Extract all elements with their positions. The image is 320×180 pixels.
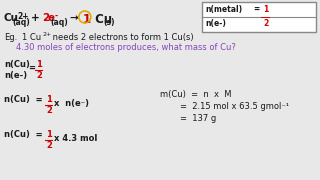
Text: n(Cu)  =: n(Cu) =: [4, 95, 43, 104]
Text: m(Cu)  =  n  x  M: m(Cu) = n x M: [160, 90, 231, 99]
Text: 1: 1: [36, 60, 42, 69]
Text: 2: 2: [46, 141, 52, 150]
Text: +: +: [31, 13, 40, 23]
Text: 2: 2: [263, 19, 269, 28]
Text: 2: 2: [36, 71, 42, 80]
Text: 1 Cu: 1 Cu: [22, 33, 41, 42]
Text: 1: 1: [263, 5, 269, 14]
Text: 2+: 2+: [43, 31, 52, 37]
Text: n(Cu)  =: n(Cu) =: [4, 130, 43, 139]
Text: =: =: [253, 5, 260, 14]
Text: n(metal): n(metal): [205, 5, 243, 14]
Text: =  2.15 mol x 63.5 gmol⁻¹: = 2.15 mol x 63.5 gmol⁻¹: [180, 102, 289, 111]
Text: =  137 g: = 137 g: [180, 114, 216, 123]
Text: 2: 2: [46, 106, 52, 115]
Text: 2+: 2+: [17, 12, 28, 21]
Text: 1: 1: [46, 95, 52, 104]
Text: 1: 1: [83, 13, 91, 26]
Text: x 4.3 mol: x 4.3 mol: [54, 134, 97, 143]
Text: (aq): (aq): [12, 18, 30, 27]
FancyBboxPatch shape: [202, 2, 316, 32]
Text: 1: 1: [46, 130, 52, 139]
Text: x  n(e⁻): x n(e⁻): [54, 99, 89, 108]
Text: n(e-): n(e-): [205, 19, 227, 28]
Text: -: -: [55, 12, 58, 21]
Text: Cu: Cu: [4, 13, 19, 23]
Text: →: →: [70, 13, 79, 23]
Text: 2: 2: [42, 13, 49, 23]
Text: 4.30 moles of electrons produces, what mass of Cu?: 4.30 moles of electrons produces, what m…: [16, 43, 236, 52]
Text: e: e: [48, 13, 55, 23]
Text: Cu: Cu: [91, 13, 112, 26]
Text: n(e-): n(e-): [4, 71, 27, 80]
Text: needs 2 electrons to form 1 Cu(s): needs 2 electrons to form 1 Cu(s): [50, 33, 194, 42]
Text: n(Cu): n(Cu): [4, 60, 30, 69]
Text: (aq): (aq): [50, 18, 68, 27]
Text: =: =: [28, 64, 35, 73]
Text: Eg.: Eg.: [4, 33, 17, 42]
Text: (s): (s): [104, 18, 115, 27]
